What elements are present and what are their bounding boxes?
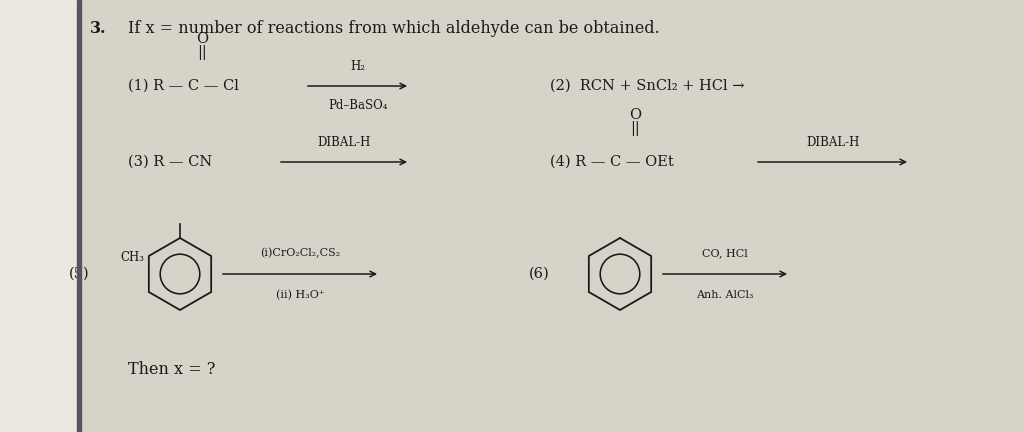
Text: H₂: H₂ (350, 60, 366, 73)
Text: O: O (196, 32, 208, 46)
Text: DIBAL-H: DIBAL-H (806, 136, 860, 149)
Text: If x = number of reactions from which aldehyde can be obtained.: If x = number of reactions from which al… (128, 20, 659, 37)
Text: Anh. AlCl₃: Anh. AlCl₃ (696, 290, 754, 300)
Text: (i)CrO₂Cl₂,CS₂: (i)CrO₂Cl₂,CS₂ (260, 248, 340, 258)
Text: (4) R — C — OEt: (4) R — C — OEt (550, 155, 674, 169)
Text: ||: || (630, 121, 640, 136)
Text: (ii) H₃O⁺: (ii) H₃O⁺ (275, 290, 325, 300)
Text: 3.: 3. (90, 20, 106, 37)
Text: O: O (629, 108, 641, 122)
Text: CH₃: CH₃ (120, 251, 144, 264)
Text: (1) R — C — Cl: (1) R — C — Cl (128, 79, 239, 93)
Text: (3) R — CN: (3) R — CN (128, 155, 212, 169)
Text: ||: || (198, 45, 207, 60)
Text: Pd–BaSO₄: Pd–BaSO₄ (329, 99, 388, 112)
Text: (6): (6) (529, 267, 550, 281)
Text: DIBAL-H: DIBAL-H (317, 136, 371, 149)
Text: (2)  RCN + SnCl₂ + HCl →: (2) RCN + SnCl₂ + HCl → (550, 79, 744, 93)
Text: Then x = ?: Then x = ? (128, 362, 215, 378)
Text: (5): (5) (70, 267, 90, 281)
Text: CO, HCl: CO, HCl (702, 248, 748, 258)
